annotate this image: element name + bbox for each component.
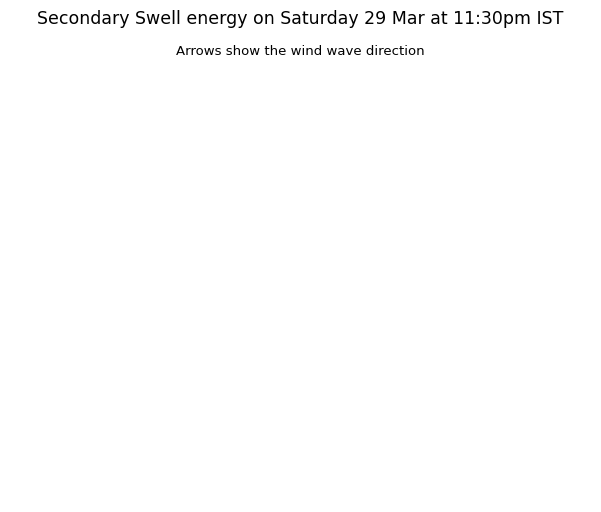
Text: Secondary Swell energy on Saturday 29 Mar at 11:30pm IST: Secondary Swell energy on Saturday 29 Ma… bbox=[37, 10, 564, 28]
Text: Arrows show the wind wave direction: Arrows show the wind wave direction bbox=[176, 46, 425, 58]
